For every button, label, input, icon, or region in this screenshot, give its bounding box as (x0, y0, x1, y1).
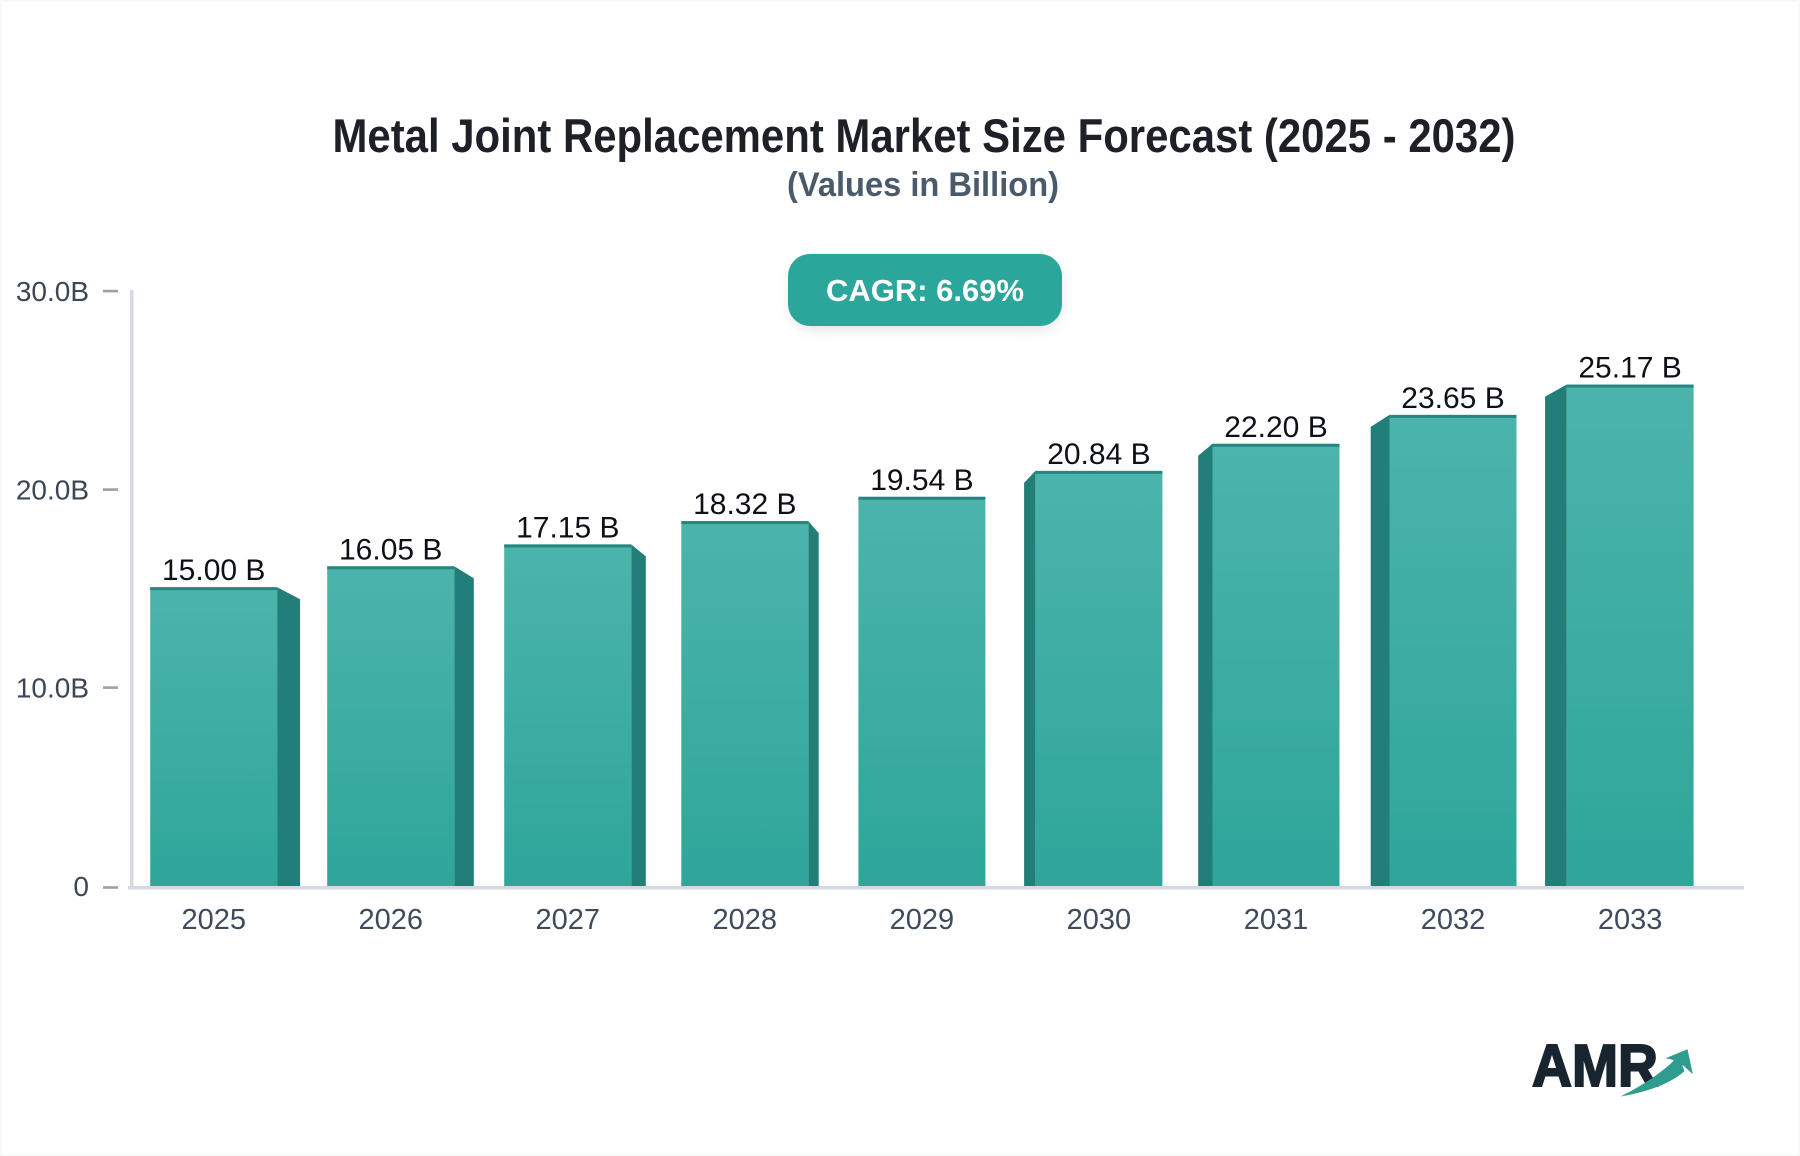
svg-text:22.20 B: 22.20 B (1224, 411, 1327, 444)
svg-text:2029: 2029 (890, 904, 955, 936)
svg-text:17.15 B: 17.15 B (516, 511, 619, 544)
svg-text:2030: 2030 (1067, 904, 1132, 936)
svg-text:2028: 2028 (713, 904, 778, 936)
svg-text:20.0B: 20.0B (16, 475, 89, 506)
svg-text:2026: 2026 (358, 904, 423, 936)
svg-text:2031: 2031 (1244, 904, 1309, 936)
svg-text:23.65 B: 23.65 B (1401, 382, 1504, 415)
svg-text:20.84 B: 20.84 B (1047, 438, 1150, 471)
svg-text:19.54 B: 19.54 B (870, 464, 973, 497)
svg-text:16.05 B: 16.05 B (339, 533, 442, 566)
svg-text:2032: 2032 (1421, 904, 1486, 936)
svg-text:CAGR: 6.69%: CAGR: 6.69% (826, 273, 1024, 308)
svg-text:25.17 B: 25.17 B (1578, 352, 1681, 385)
svg-text:30.0B: 30.0B (16, 276, 89, 307)
svg-text:10.0B: 10.0B (16, 673, 89, 704)
svg-text:Metal Joint Replacement Market: Metal Joint Replacement Market Size Fore… (333, 109, 1516, 162)
svg-text:0: 0 (73, 871, 89, 902)
svg-text:2027: 2027 (536, 904, 601, 936)
svg-text:2025: 2025 (181, 904, 246, 936)
svg-text:15.00 B: 15.00 B (162, 554, 265, 587)
svg-text:(Values in Billion): (Values in Billion) (787, 166, 1059, 204)
svg-text:2033: 2033 (1598, 904, 1663, 936)
svg-text:18.32 B: 18.32 B (693, 488, 796, 521)
